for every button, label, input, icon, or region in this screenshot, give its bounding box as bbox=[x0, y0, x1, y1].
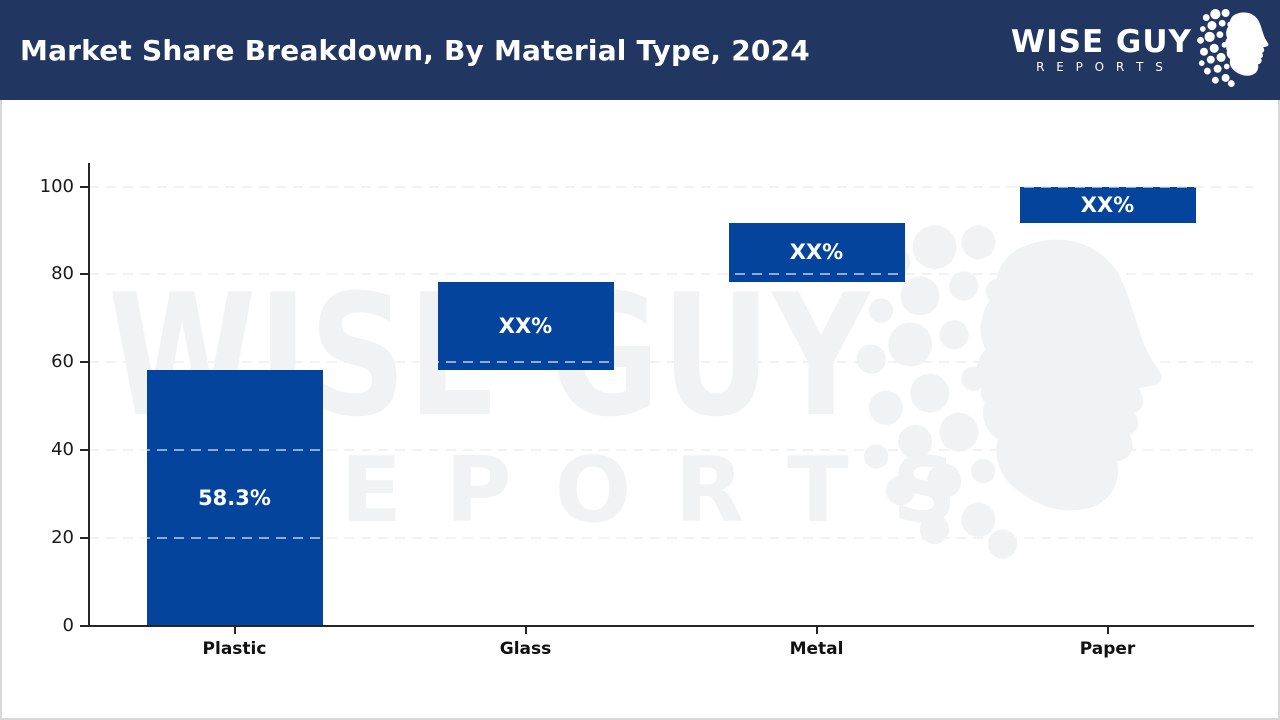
logo-head-icon bbox=[1196, 5, 1270, 95]
wiseguy-logo: WISE GUY R E P O R T S bbox=[1011, 0, 1270, 100]
bar-value-label: XX% bbox=[498, 313, 553, 338]
report-header: Market Share Breakdown, By Material Type… bbox=[0, 0, 1280, 100]
bar-value-label: 58.3% bbox=[198, 485, 271, 510]
bar-paper: XX% bbox=[1019, 186, 1196, 223]
logo-wordmark: WISE GUY bbox=[1010, 24, 1192, 61]
bar-value-label: XX% bbox=[1080, 192, 1135, 217]
page-title: Market Share Breakdown, By Material Type… bbox=[20, 33, 810, 67]
logo-text: WISE GUY R E P O R T S bbox=[1011, 26, 1192, 74]
bar-glass: XX% bbox=[437, 281, 614, 370]
bar-metal: XX% bbox=[728, 222, 905, 282]
logo-reports-text: R E P O R T S bbox=[1036, 59, 1167, 74]
bar-plastic: 58.3% bbox=[146, 369, 323, 626]
bar-value-label: XX% bbox=[789, 240, 844, 265]
